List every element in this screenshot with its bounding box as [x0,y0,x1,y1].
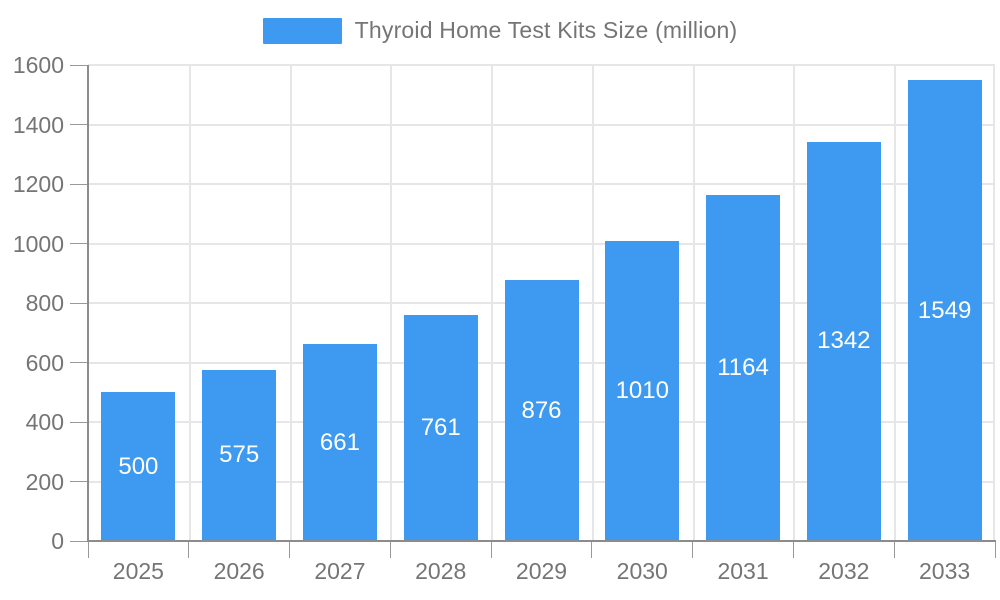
y-axis-tick [70,124,87,125]
y-axis-label: 200 [25,468,64,495]
bar-value-label: 661 [319,428,360,456]
bar-2028[interactable]: 761 [403,314,478,541]
grid-line-v [894,65,897,541]
y-axis-label: 1600 [12,52,64,78]
legend[interactable]: Thyroid Home Test Kits Size (million) [0,17,1000,44]
x-axis-label-2026: 2026 [213,558,265,584]
x-axis-tick [792,542,794,558]
x-axis-label-2033: 2033 [919,558,971,584]
grid-line-v [390,65,393,541]
bar-value-label: 761 [420,413,461,441]
y-axis-tick [70,183,87,185]
x-axis-tick [692,542,694,558]
y-axis-tick [70,64,87,66]
y-axis-label: 1200 [12,171,64,197]
x-axis-tick [490,542,492,558]
x-axis-label-2027: 2027 [314,558,366,584]
bar-value-label: 876 [521,396,562,424]
y-axis-tick [70,243,87,244]
grid-line-h [88,242,995,245]
bar-2033[interactable]: 1549 [907,80,982,541]
grid-line-v [289,65,292,541]
x-axis-tick [389,542,391,558]
bar-2032[interactable]: 1342 [806,141,881,541]
grid-line-h [88,123,995,126]
bar-2027[interactable]: 661 [302,344,377,541]
x-axis-tick [289,542,291,558]
legend-swatch [262,17,342,44]
y-axis-label: 400 [25,409,64,435]
x-axis-tick [994,542,996,558]
y-axis-label: 800 [25,290,64,316]
y-axis-label: 600 [25,349,64,376]
grid-line-h [88,64,995,66]
x-axis-tick [87,542,89,558]
grid-line-v [793,65,796,541]
bar-value-label: 1342 [817,327,871,355]
plot-area: 500 575 661 761 876 1010 1164 1342 1549 [70,64,996,558]
bar-value-label: 1164 [717,353,769,381]
y-axis-tick [70,540,87,542]
y-axis-line [87,65,89,541]
y-axis-tick [70,302,87,304]
bar-value-label: 575 [219,441,260,469]
grid-line-v [188,65,191,541]
x-axis-label-2025: 2025 [112,558,164,584]
x-axis-label-2028: 2028 [415,558,467,584]
x-axis-tick [591,542,593,558]
x-axis-tick [188,542,190,558]
x-axis-label-2031: 2031 [717,558,769,584]
y-axis-tick [70,362,87,363]
bar-2029[interactable]: 876 [504,280,579,541]
y-axis-label: 0 [51,528,64,554]
y-axis-label: 1400 [12,111,64,138]
x-axis-line [87,540,996,542]
bar-value-label: 1549 [917,296,972,324]
bar-value-label: 1010 [615,376,669,404]
y-axis-tick [70,481,87,482]
bar-value-label: 500 [118,452,159,480]
x-axis-label-2030: 2030 [616,558,668,584]
grid-line-h [88,183,995,185]
bar-2026[interactable]: 575 [202,369,277,541]
legend-label: Thyroid Home Test Kits Size (million) [354,17,738,43]
y-axis-tick [70,421,87,423]
bar-2030[interactable]: 1010 [605,240,680,541]
x-axis-label-2032: 2032 [818,558,870,584]
y-axis-label: 1000 [12,230,64,257]
x-axis-tick [893,542,895,558]
x-axis-label-2029: 2029 [515,558,568,584]
bar-2031[interactable]: 1164 [706,194,781,541]
grid-line-v [591,65,594,541]
grid-line-v [491,65,494,541]
bar-2025[interactable]: 500 [101,392,176,541]
grid-line-v [993,65,995,541]
grid-line-v [692,65,695,541]
